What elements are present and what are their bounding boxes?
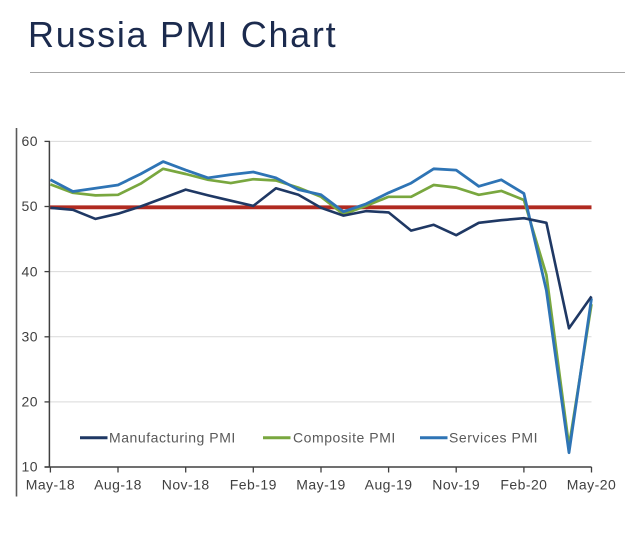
svg-text:May-19: May-19	[296, 477, 345, 493]
svg-text:Aug-18: Aug-18	[94, 477, 142, 493]
svg-text:50: 50	[22, 198, 38, 214]
svg-text:10: 10	[22, 459, 38, 475]
svg-text:60: 60	[22, 133, 38, 149]
svg-text:May-18: May-18	[26, 477, 75, 493]
svg-text:Services PMI: Services PMI	[449, 430, 538, 446]
svg-text:Composite PMI: Composite PMI	[293, 430, 396, 446]
svg-text:Nov-18: Nov-18	[162, 477, 210, 493]
svg-text:40: 40	[22, 263, 38, 279]
svg-text:Aug-19: Aug-19	[365, 477, 413, 493]
svg-text:30: 30	[22, 329, 38, 345]
svg-text:Feb-19: Feb-19	[230, 477, 277, 493]
svg-text:20: 20	[22, 394, 38, 410]
svg-text:Feb-20: Feb-20	[500, 477, 547, 493]
svg-text:Nov-19: Nov-19	[432, 477, 480, 493]
svg-text:Manufacturing PMI: Manufacturing PMI	[109, 430, 236, 446]
svg-text:May-20: May-20	[567, 477, 616, 493]
